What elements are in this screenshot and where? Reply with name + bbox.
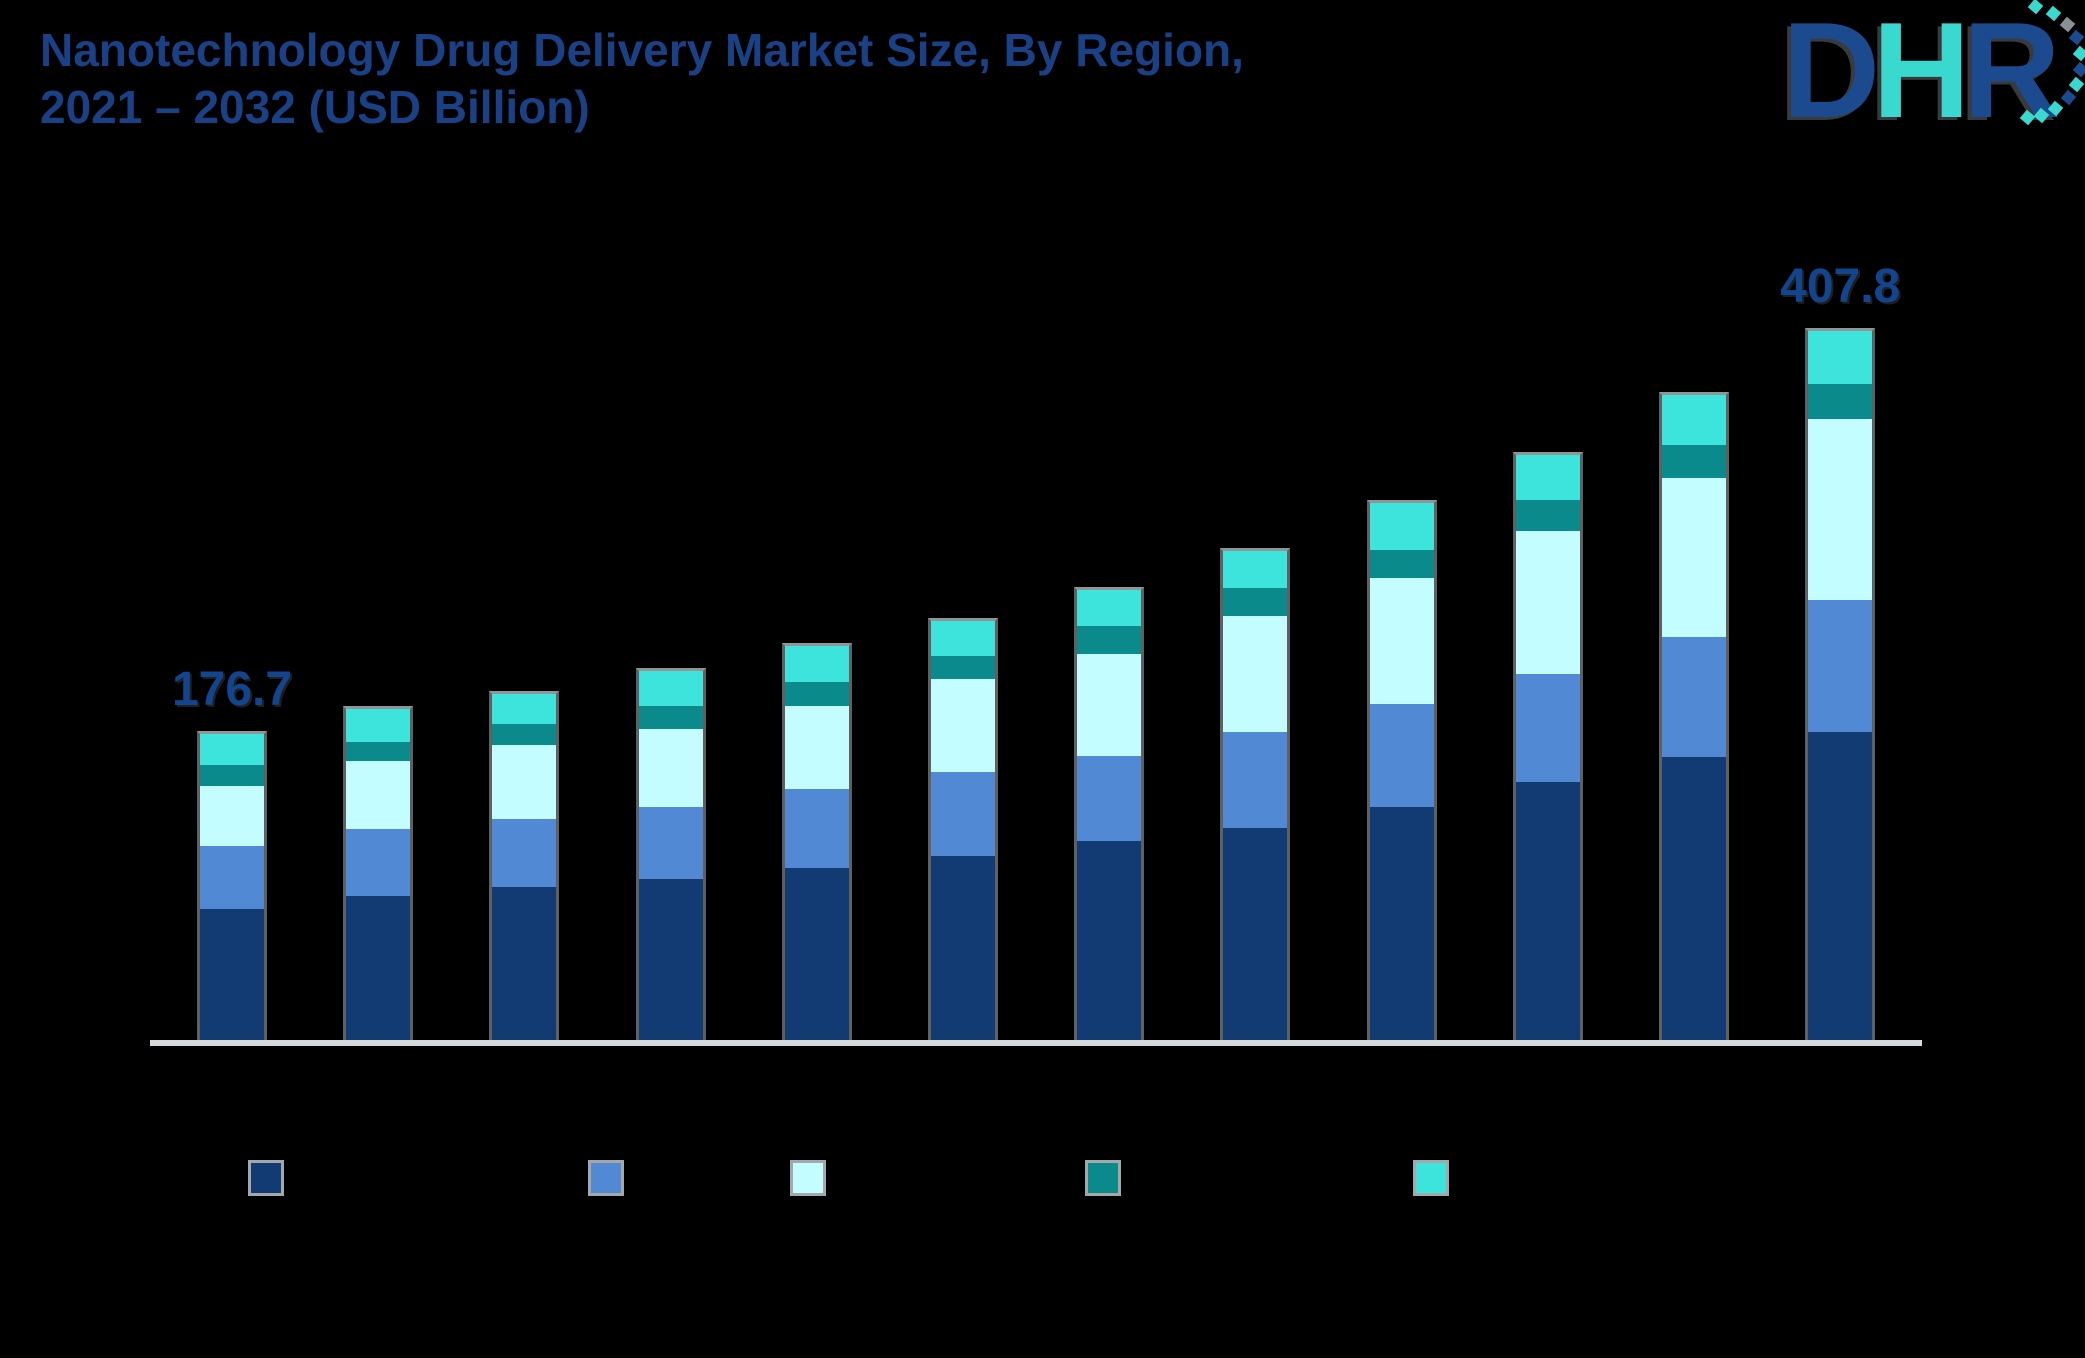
segment-region-5-turquoise xyxy=(492,693,557,724)
segment-region-3-pale-cyan xyxy=(1223,616,1288,732)
segment-region-2-medium-blue xyxy=(200,846,264,909)
logo-letter-d: D xyxy=(1782,0,1880,146)
segment-region-2-medium-blue xyxy=(346,829,411,897)
value-label-2021: 176.7 xyxy=(171,663,293,717)
segment-region-1-dark-navy xyxy=(492,887,557,1043)
bar-2032 xyxy=(1805,327,1876,1043)
segment-region-4-dark-teal xyxy=(1369,550,1434,579)
logo-dot-icon xyxy=(2073,61,2085,78)
segment-region-1-dark-navy xyxy=(1369,807,1434,1043)
segment-region-2-medium-blue xyxy=(1223,731,1288,829)
segment-region-1-dark-navy xyxy=(638,879,703,1043)
segment-region-3-pale-cyan xyxy=(1515,531,1580,674)
segment-region-4-dark-teal xyxy=(1662,444,1726,478)
segment-region-5-turquoise xyxy=(1369,503,1434,551)
segment-region-2-medium-blue xyxy=(1369,703,1434,808)
segment-region-4-dark-teal xyxy=(1515,500,1580,532)
segment-region-1-dark-navy xyxy=(346,896,411,1043)
segment-region-2-medium-blue xyxy=(1077,755,1142,842)
segment-region-5-turquoise xyxy=(1808,330,1873,385)
title-line-1: Nanotechnology Drug Delivery Market Size… xyxy=(40,24,1244,76)
segment-region-2-medium-blue xyxy=(1515,673,1580,783)
segment-region-3-pale-cyan xyxy=(346,761,411,830)
segment-region-5-turquoise xyxy=(638,670,703,706)
dhr-logo: DHR xyxy=(1782,0,2085,146)
segment-region-3-pale-cyan xyxy=(784,705,849,790)
segment-region-2-medium-blue xyxy=(492,819,557,888)
logo-dot-icon xyxy=(2073,45,2085,62)
x-axis-baseline xyxy=(150,1040,1922,1046)
segment-region-4-dark-teal xyxy=(346,741,411,761)
segment-region-1-dark-navy xyxy=(1223,828,1288,1043)
segment-region-1-dark-navy xyxy=(200,908,264,1043)
page-title: Nanotechnology Drug Delivery Market Size… xyxy=(40,22,1244,136)
segment-region-1-dark-navy xyxy=(1077,841,1142,1043)
bar-2027 xyxy=(1074,587,1145,1043)
bar-2024 xyxy=(635,667,706,1043)
bar-2026 xyxy=(928,617,998,1043)
segment-region-5-turquoise xyxy=(1077,590,1142,626)
logo-letter-h: H xyxy=(1872,0,1970,146)
legend-swatch-region-5-turquoise xyxy=(1413,1160,1449,1196)
bar-2025 xyxy=(781,642,852,1043)
segment-region-4-dark-teal xyxy=(931,655,995,679)
bar-2023 xyxy=(489,690,560,1043)
legend-swatch-region-2-medium-blue xyxy=(588,1160,624,1196)
segment-region-4-dark-teal xyxy=(200,764,264,786)
segment-region-2-medium-blue xyxy=(1808,599,1873,733)
bar-2021 xyxy=(197,731,267,1043)
segment-region-3-pale-cyan xyxy=(1369,578,1434,704)
segment-region-2-medium-blue xyxy=(638,807,703,880)
segment-region-3-pale-cyan xyxy=(1662,477,1726,637)
segment-region-3-pale-cyan xyxy=(200,785,264,847)
logo-dot-icon xyxy=(2059,16,2075,32)
segment-region-2-medium-blue xyxy=(784,789,849,869)
segment-region-1-dark-navy xyxy=(784,868,849,1043)
logo-dot-icon xyxy=(2060,89,2077,106)
logo-letter-r: R xyxy=(1962,0,2060,146)
title-line-2: 2021 – 2032 (USD Billion) xyxy=(40,81,590,133)
bar-2028 xyxy=(1220,548,1291,1043)
bar-2022 xyxy=(343,705,414,1043)
value-label-2032: 407.8 xyxy=(1780,259,1901,313)
segment-region-2-medium-blue xyxy=(1662,636,1726,757)
segment-region-5-turquoise xyxy=(1662,394,1726,445)
legend-swatch-region-4-dark-teal xyxy=(1085,1160,1121,1196)
segment-region-1-dark-navy xyxy=(1808,732,1873,1043)
segment-region-5-turquoise xyxy=(346,708,411,742)
segment-region-4-dark-teal xyxy=(1808,384,1873,420)
segment-region-4-dark-teal xyxy=(784,681,849,706)
segment-region-4-dark-teal xyxy=(638,705,703,729)
legend-swatch-region-1-dark-navy xyxy=(248,1160,284,1196)
segment-region-1-dark-navy xyxy=(931,856,995,1043)
segment-region-3-pale-cyan xyxy=(1077,653,1142,756)
segment-region-4-dark-teal xyxy=(1223,588,1288,617)
bar-2029 xyxy=(1366,500,1437,1043)
segment-region-5-turquoise xyxy=(200,734,264,765)
segment-region-1-dark-navy xyxy=(1662,756,1726,1043)
segment-region-5-turquoise xyxy=(1515,454,1580,501)
legend-swatch-region-3-pale-cyan xyxy=(790,1160,826,1196)
bar-2030 xyxy=(1512,451,1583,1043)
bar-2031 xyxy=(1659,391,1729,1043)
dhr-logo-text: DHR xyxy=(1782,0,2061,148)
logo-dot-icon xyxy=(2068,30,2084,46)
segment-region-5-turquoise xyxy=(1223,551,1288,589)
segment-region-3-pale-cyan xyxy=(638,728,703,808)
segment-region-2-medium-blue xyxy=(931,772,995,857)
segment-region-3-pale-cyan xyxy=(492,744,557,820)
segment-region-5-turquoise xyxy=(784,645,849,682)
segment-region-1-dark-navy xyxy=(1515,782,1580,1043)
segment-region-3-pale-cyan xyxy=(931,678,995,773)
segment-region-5-turquoise xyxy=(931,620,995,656)
logo-dot-icon xyxy=(2068,76,2085,93)
segment-region-4-dark-teal xyxy=(1077,625,1142,654)
segment-region-4-dark-teal xyxy=(492,723,557,745)
segment-region-3-pale-cyan xyxy=(1808,419,1873,600)
